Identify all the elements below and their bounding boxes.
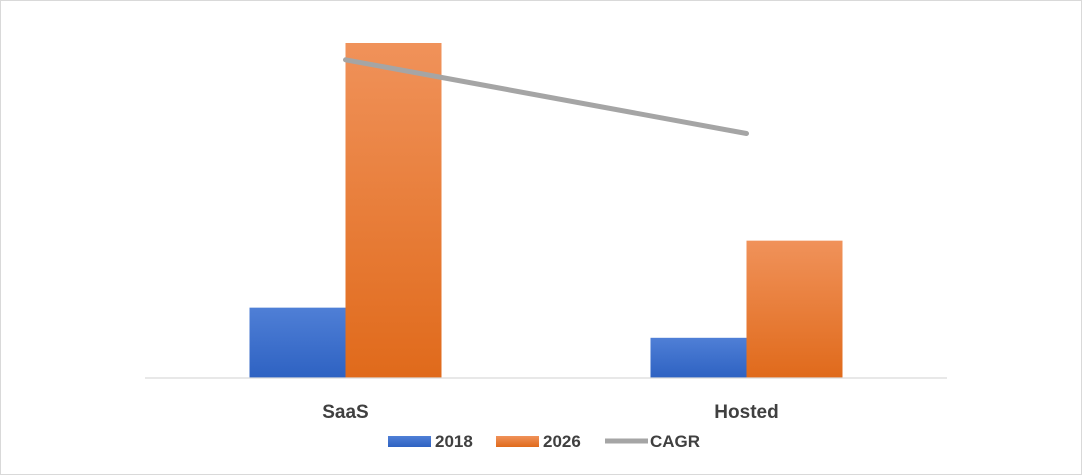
legend-label-cagr: CAGR [650, 432, 700, 451]
legend-label-2026: 2026 [543, 432, 581, 451]
bar-2018-hosted [650, 337, 747, 378]
legend-swatch-2026 [496, 436, 539, 447]
bar-2026-saas [345, 43, 442, 378]
line-series-cagr [343, 57, 749, 136]
bar-2018-saas [249, 307, 346, 378]
legend-label-2018: 2018 [435, 432, 473, 451]
x-tick-label-saas: SaaS [322, 402, 368, 423]
bar-2026-hosted [746, 240, 843, 378]
legend-swatch-2018 [388, 436, 431, 447]
x-tick-label-hosted: Hosted [714, 402, 778, 423]
